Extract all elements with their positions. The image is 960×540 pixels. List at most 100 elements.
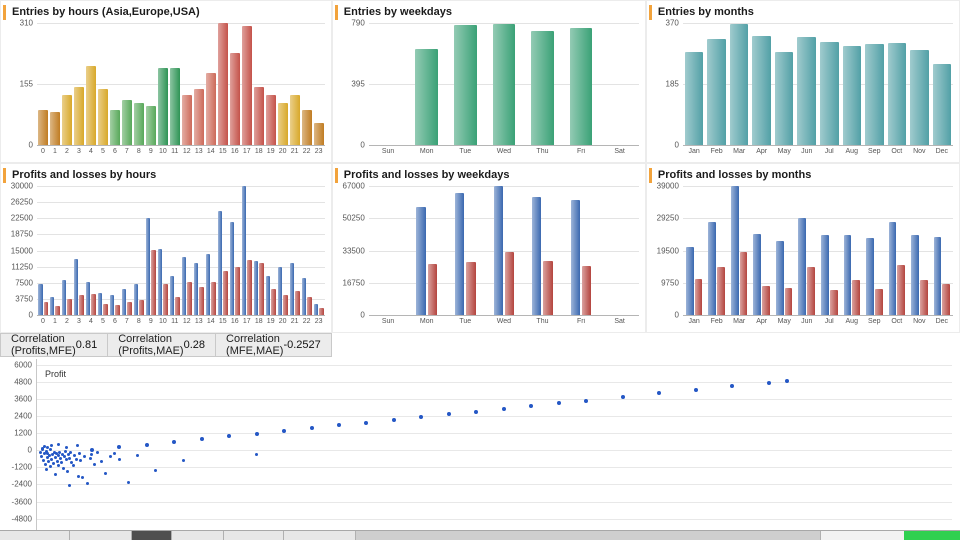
plot-area [368,186,639,316]
correlation-label: Correlation (Profits,MAE) [118,333,184,357]
bar [133,102,144,145]
bar-group [181,23,193,145]
gridline [368,250,639,252]
entries-by-weekdays-chart: 0 395 790 Sun Mon Tue Wed Thu Fri Sat [335,19,639,158]
profit-bar [145,217,151,315]
x-axis-label: Mar [733,318,746,325]
bar [453,25,477,145]
scatter-point [56,454,60,458]
bar [865,44,884,145]
x-axis-label: 6 [112,148,117,155]
y-axis-label: 33500 [342,246,365,255]
panel-pl-by-months: Profits and losses by months 0 9750 19500 2… [645,163,960,333]
loss-bar [127,301,132,315]
bottom-tab[interactable] [284,531,356,540]
scatter-point [93,462,97,466]
bar [61,94,72,145]
y-axis-label: 0 [28,140,33,150]
bar-group [145,23,157,145]
bottom-tab[interactable] [0,531,70,540]
bar [531,30,554,145]
bar-group [705,23,728,145]
bottom-tab[interactable] [70,531,132,540]
scatter-point [254,431,259,436]
x-axis-label: 15 [218,318,227,325]
bar-group [193,23,205,145]
y-axis-label: 0 [674,140,679,150]
gridline [682,84,953,85]
gridline [682,186,953,187]
x-axis-label: 4 [88,148,93,155]
loss-bar [115,305,120,315]
plot-area [682,23,953,146]
bar [842,46,862,145]
gridline [37,484,952,486]
bar-group [750,23,773,145]
bottom-tab[interactable] [224,531,284,540]
bar-group [908,186,931,315]
scatter-point [40,454,44,458]
bar [73,87,84,145]
y-axis-label: 29250 [656,213,679,223]
bar-group [97,23,109,145]
loss-bar [103,303,108,315]
scatter-point [181,458,185,462]
x-axis-label: Aug [845,318,858,325]
chart-title: Entries by months [648,5,953,20]
loss-bar [211,281,216,315]
scatter-point [57,442,61,446]
bar-group [265,23,277,145]
bar-group [523,186,562,315]
bar-group [818,186,841,315]
x-axis-label: Apr [756,148,768,155]
bar [205,73,216,145]
scatter-point [227,434,232,439]
scatter-point [44,449,48,453]
y-axis-label: 0 [360,140,365,150]
bar-group [728,23,751,145]
bottom-tab-selected[interactable] [132,531,172,540]
scatter-point [282,428,287,433]
y-axis-label: 18750 [10,229,33,239]
bottom-tab[interactable] [172,531,224,540]
bar-group [85,186,97,315]
x-axis-label: 12 [182,148,191,155]
x-axis-label: Sep [868,148,881,155]
bar-group [145,186,157,315]
bar [193,89,204,145]
bar-group [750,186,773,315]
x-axis-label: Feb [710,318,723,325]
bar-group [205,186,217,315]
bar [85,66,96,145]
pl-by-hours-chart: 0 3750 7500 11250 15000 18750 22500 26250 30000 … [3,182,325,328]
x-axis-label: Jan [688,148,700,155]
profit-bar [843,235,852,315]
scatter-point [42,452,46,456]
bar [265,94,276,145]
scatter-point [65,470,69,474]
x-axis-label: 10 [158,318,167,325]
bar-group [229,186,241,315]
bar-group [241,23,253,145]
profit-bar [454,192,465,315]
loss-bar [919,279,928,315]
scatter-point [60,461,64,465]
scatter-point [255,452,259,456]
scatter-point [199,437,204,442]
scatter-point [68,456,72,460]
y-axis-label: 2400 [14,411,32,421]
profit-bar [685,247,694,315]
profit-bar [265,275,271,315]
bar [932,63,952,145]
scatter-point [136,454,140,458]
bar [301,110,312,145]
x-axis-label: 1 [53,318,57,325]
x-axis-label: Sat [614,318,625,325]
bar [217,23,228,145]
scatter-point [144,442,149,447]
y-axis-label: 0 [360,310,365,320]
x-axis-label: Sun [381,148,395,155]
bar-group [886,23,909,145]
profit-bar [730,186,739,315]
profit-bar [121,288,127,315]
